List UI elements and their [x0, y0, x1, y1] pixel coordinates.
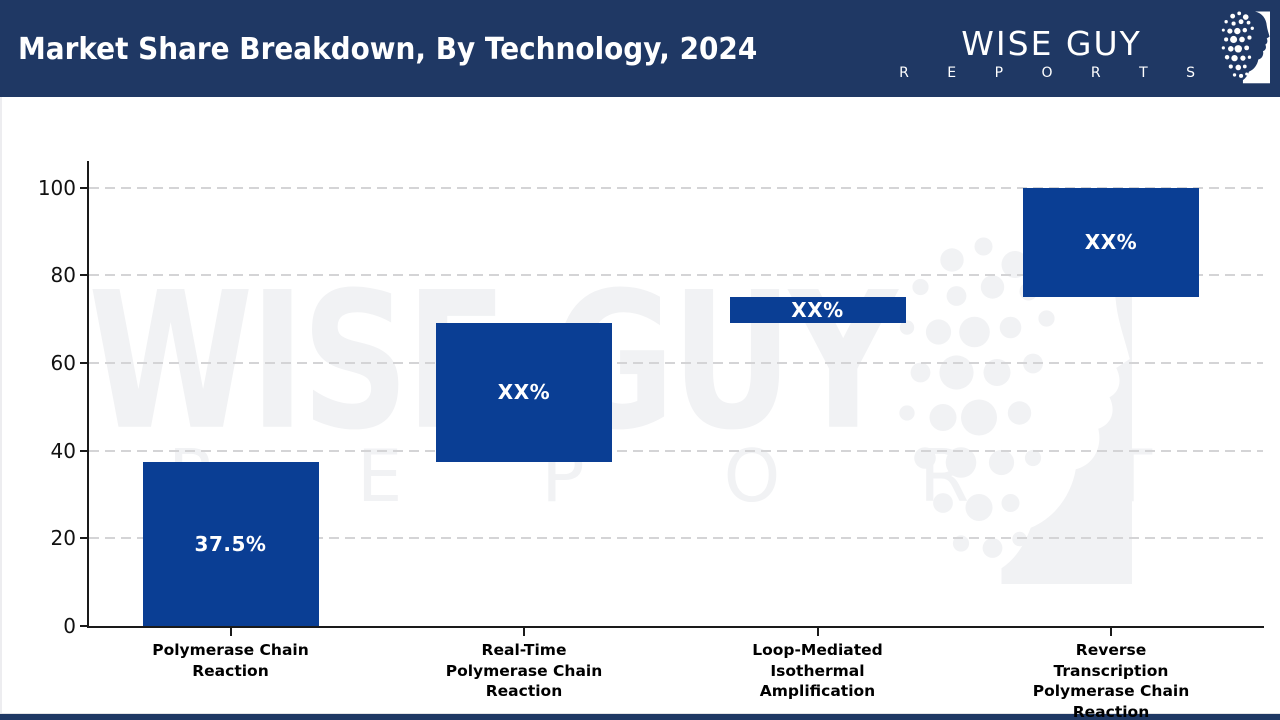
footer-divider — [0, 713, 1280, 714]
brand-subtitle: R E P O R T S — [899, 65, 1212, 81]
x-category-label: Real-Time Polymerase Chain Reaction — [445, 641, 603, 700]
y-tick-label: 100 — [37, 175, 76, 200]
x-category-label: Reverse Transcription Polymerase Chain R… — [1032, 641, 1190, 720]
y-gridline — [89, 361, 1263, 364]
footer-band — [0, 714, 1280, 720]
y-axis-spine — [87, 161, 89, 628]
y-tick — [80, 625, 88, 627]
bar-value-label: 37.5% — [194, 531, 267, 556]
x-tick — [523, 628, 525, 636]
bar: 37.5% — [142, 461, 319, 626]
plot-area: 0 20 40 60 80 100 37.5% XX% XX% XX% Polymerase Cha… — [0, 97, 1280, 720]
figure-left-border — [0, 97, 2, 714]
chart-title: Market Share Breakdown, By Technology, 2… — [18, 32, 758, 67]
y-tick-label: 20 — [50, 526, 76, 551]
y-tick — [80, 449, 88, 452]
y-gridline — [89, 186, 1263, 189]
bar-value-label: XX% — [791, 298, 844, 323]
y-gridline — [89, 449, 1263, 452]
y-tick — [80, 361, 88, 364]
y-gridline — [89, 274, 1263, 277]
bar: XX% — [1023, 187, 1199, 298]
x-category-label: Polymerase Chain Reaction — [152, 641, 309, 680]
x-tick — [1110, 628, 1112, 636]
y-tick-label: 0 — [63, 614, 76, 638]
bar: XX% — [729, 297, 906, 324]
y-tick — [80, 274, 88, 277]
y-gridline — [89, 537, 1263, 540]
brand-logo: WISE GUY R E P O R T S — [891, 8, 1270, 84]
brand-name: WISE GUY — [961, 24, 1142, 63]
brand-face-dots-icon — [1214, 8, 1270, 84]
x-axis-spine — [87, 626, 1264, 628]
y-tick — [80, 537, 88, 540]
x-tick — [816, 628, 819, 636]
bar-value-label: XX% — [497, 380, 551, 405]
x-tick — [229, 628, 232, 636]
y-tick — [80, 186, 88, 189]
bar-value-label: XX% — [1084, 230, 1138, 255]
y-tick-label: 40 — [50, 438, 76, 463]
bar: XX% — [436, 323, 612, 462]
header-band: Market Share Breakdown, By Technology, 2… — [0, 0, 1280, 97]
y-tick-label: 80 — [50, 263, 76, 288]
brand-logo-text: WISE GUY R E P O R T S — [891, 24, 1212, 81]
x-category-label: Loop-Mediated Isothermal Amplification — [752, 641, 883, 700]
y-tick-label: 60 — [50, 350, 76, 375]
